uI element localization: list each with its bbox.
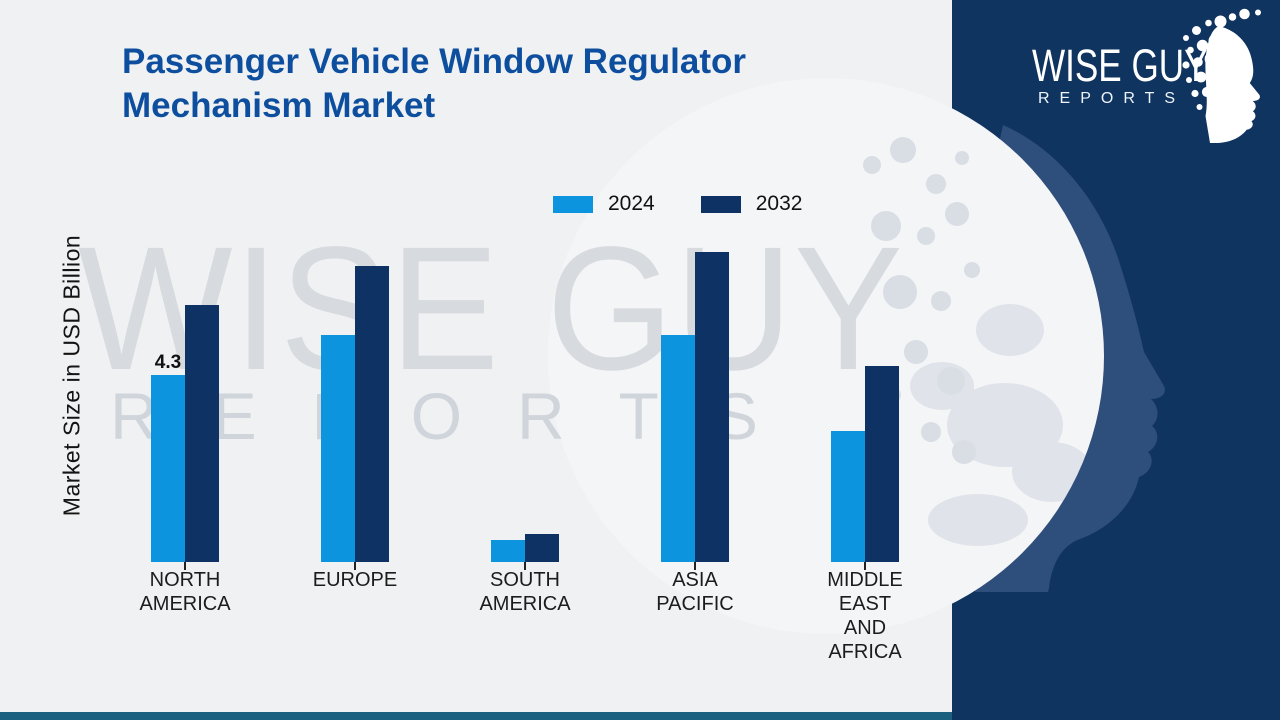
footer-strip [0, 712, 960, 720]
x-axis-tick [524, 562, 526, 570]
legend-label-2032: 2032 [755, 192, 803, 215]
page-title: Passenger Vehicle Window Regulator Mecha… [122, 42, 747, 126]
bar-2032-europe[interactable] [355, 266, 389, 562]
legend-item-2032[interactable]: 2032 [700, 192, 803, 216]
logo-head-icon [1182, 8, 1261, 143]
bar-2024-middle-east-and-africa[interactable] [831, 431, 865, 562]
category-label-asia-pacific: ASIA PACIFIC [656, 569, 734, 615]
face-profile-silhouette [965, 125, 1165, 592]
bar-value-label: 4.3 [154, 352, 182, 373]
bar-2024-north-america[interactable] [151, 375, 185, 562]
chart-legend: 2024 2032 [553, 192, 802, 216]
x-axis-tick [694, 562, 696, 570]
bar-2032-south-america[interactable] [525, 534, 559, 562]
category-label-europe: EUROPE [312, 569, 398, 591]
category-label-middle-east-and-africa: MIDDLE EAST AND AFRICA [827, 569, 903, 663]
bar-2032-north-america[interactable] [185, 305, 219, 562]
watermark-dots [863, 137, 980, 464]
logo-subtitle: REPORTS [1038, 90, 1186, 107]
wise-guy-reports-logo[interactable]: WISE GUY REPORTS [1012, 8, 1274, 164]
bar-2032-asia-pacific[interactable] [695, 252, 729, 562]
x-axis-tick [864, 562, 866, 570]
legend-label-2024: 2024 [608, 192, 655, 215]
legend-item-2024[interactable]: 2024 [553, 192, 655, 216]
logo-wordmark: WISE GUY [1032, 40, 1208, 91]
bar-2032-middle-east-and-africa[interactable] [865, 366, 899, 562]
bar-2024-south-america[interactable] [491, 540, 525, 562]
x-axis-tick [184, 562, 186, 570]
bar-2024-asia-pacific[interactable] [661, 335, 695, 562]
category-label-north-america: NORTH AMERICA [139, 569, 231, 615]
legend-swatch-2024 [553, 195, 593, 213]
category-label-south-america: SOUTH AMERICA [479, 569, 571, 615]
x-axis-tick [354, 562, 356, 570]
bar-2024-europe[interactable] [321, 335, 355, 562]
legend-swatch-2032 [700, 195, 741, 213]
